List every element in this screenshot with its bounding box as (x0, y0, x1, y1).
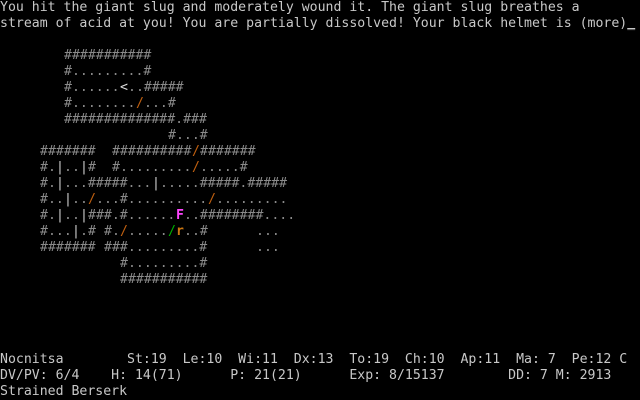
map-weapon-glyph[interactable]: / (168, 224, 176, 239)
message-line-2: stream of acid at you! You are partially… (0, 16, 635, 32)
map-door-glyph[interactable]: | (56, 160, 64, 175)
map-wall-segment: #... (40, 224, 72, 239)
map-wall-segment: ###.........# (104, 240, 208, 255)
map-door-glyph[interactable]: | (80, 208, 88, 223)
map-wall-segment: #.........# (64, 64, 152, 79)
status-line-attributes: Nocnitsa St:19 Le:10 Wi:11 Dx:13 To:19 C… (0, 352, 627, 368)
map-floor-segment: ... (256, 240, 280, 255)
map-item-glyph[interactable]: / (88, 192, 96, 207)
message-line-1-text: You hit the giant slug and moderately wo… (0, 0, 580, 15)
map-item-glyph[interactable]: / (192, 160, 200, 175)
map-wall-segment: ########## (112, 144, 192, 159)
map-floor-segment: .. (64, 160, 80, 175)
map-wall-segment: .....#####.##### (160, 176, 288, 191)
map-door-glyph[interactable]: | (56, 208, 64, 223)
map-item-glyph[interactable]: / (136, 96, 144, 111)
map-wall-segment: ####### (40, 144, 96, 159)
map-wall-segment: .# (80, 224, 96, 239)
map-wall-segment: ####### (40, 240, 96, 255)
map-wall-segment: ...#####... (64, 176, 152, 191)
map-wall-segment: #......... (112, 160, 192, 175)
text-cursor: _ (627, 16, 636, 31)
map-wall-segment: ..# (184, 224, 208, 239)
map-wall-segment: #...# (168, 128, 208, 143)
map-wall-segment: #. (40, 176, 56, 191)
map-wall-segment: #........ (64, 96, 136, 111)
map-monster-rat-glyph[interactable]: r (176, 224, 184, 239)
map-wall-segment: #. (40, 160, 56, 175)
status-vitals-text: DV/PV: 6/4 H: 14(71) P: 21(21) Exp: 8/15… (0, 368, 612, 383)
map-item-glyph[interactable]: / (120, 224, 128, 239)
map-wall-segment: .....# (200, 160, 248, 175)
status-line-effects: Strained Berserk (0, 384, 127, 400)
map-floor-segment: ..... (128, 224, 168, 239)
map-wall-segment: # (88, 160, 96, 175)
map-monster-giant-slug-glyph[interactable]: F (176, 208, 184, 223)
map-door-glyph[interactable]: | (72, 224, 80, 239)
map-door-glyph[interactable]: | (56, 176, 64, 191)
map-floor-segment: .. (64, 208, 80, 223)
map-wall-segment: ########### (120, 272, 208, 287)
status-attributes-text: Nocnitsa St:19 Le:10 Wi:11 Dx:13 To:19 C… (0, 352, 628, 367)
message-line-2-text: stream of acid at you! You are partially… (0, 16, 628, 31)
map-wall-segment: ########### (64, 48, 152, 63)
map-floor-segment: .. (72, 192, 88, 207)
map-wall-segment: ####### (200, 144, 256, 159)
message-line-1: You hit the giant slug and moderately wo… (0, 0, 580, 16)
map-wall-segment: ...#.......... (96, 192, 208, 207)
map-item-glyph[interactable]: / (208, 192, 216, 207)
map-wall-segment: #.........# (120, 256, 208, 271)
map-wall-segment: ..##### (128, 80, 184, 95)
map-wall-segment: ...# (144, 96, 176, 111)
map-wall-segment: #.. (40, 192, 64, 207)
status-line-vitals: DV/PV: 6/4 H: 14(71) P: 21(21) Exp: 8/15… (0, 368, 611, 384)
map-wall-segment: ##############.### (64, 112, 207, 127)
status-effects-text: Strained Berserk (0, 384, 128, 399)
map-floor-segment: ......... (216, 192, 288, 207)
map-door-glyph[interactable]: | (64, 192, 72, 207)
map-door-glyph[interactable]: | (80, 160, 88, 175)
map-wall-segment: #. (40, 208, 56, 223)
map-wall-segment: ###.#...... (88, 208, 176, 223)
map-door-glyph[interactable]: | (152, 176, 160, 191)
map-item-glyph[interactable]: / (192, 144, 200, 159)
map-wall-segment: ..########.... (184, 208, 296, 223)
map-wall-segment: #...... (64, 80, 120, 95)
map-staircase-up-glyph[interactable]: < (120, 80, 128, 95)
map-floor-segment: ... (256, 224, 280, 239)
map-wall-segment: #. (104, 224, 120, 239)
